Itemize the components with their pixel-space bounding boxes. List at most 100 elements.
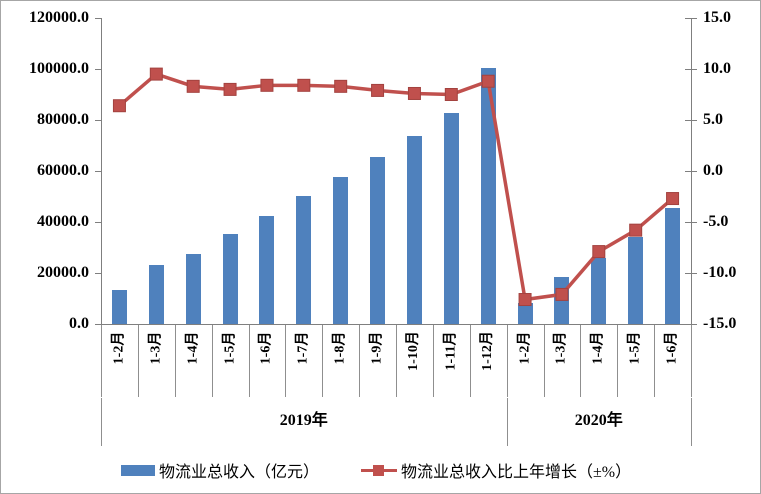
x-axis-category-label: 1-5月: [221, 331, 237, 364]
right-axis-tick: [685, 222, 697, 223]
category-separator: [506, 325, 508, 397]
legend-item-growth: 物流业总收入比上年增长（±%）: [361, 458, 631, 482]
bar: [665, 207, 681, 324]
left-axis-tick-label: 60000.0: [37, 162, 89, 179]
bar: [148, 264, 164, 324]
bar: [296, 195, 312, 324]
x-axis-category-label: 1-3月: [553, 331, 569, 364]
left-axis-tick: [95, 69, 101, 70]
x-axis-category-label: 1-4月: [590, 331, 606, 364]
category-separator: [432, 325, 434, 397]
bar: [111, 290, 127, 324]
x-axis-category-label: 1-7月: [295, 331, 311, 364]
bar: [443, 113, 459, 324]
bar: [185, 254, 201, 324]
bar: [591, 258, 607, 324]
legend-item-revenue: 物流业总收入（亿元）: [121, 458, 319, 482]
right-axis-tick: [685, 273, 697, 274]
category-separator: [359, 325, 361, 397]
line-marker: [223, 82, 237, 96]
category-separator: [396, 325, 397, 397]
left-axis-tick: [95, 273, 101, 274]
x-axis-category-label: 1-8月: [332, 331, 348, 364]
right-axis-tick-label: 15.0: [703, 9, 731, 26]
category-separator: [285, 325, 287, 397]
x-axis-category-label: 1-10月: [406, 331, 422, 371]
line-marker: [112, 99, 126, 113]
legend: 物流业总收入（亿元） 物流业总收入比上年增长（±%）: [121, 458, 631, 482]
x-axis-category-label: 1-6月: [664, 331, 680, 364]
left-axis-tick-label: 0.0: [69, 315, 89, 332]
category-separator: [654, 325, 656, 397]
category-separator: [101, 325, 102, 397]
bar: [222, 234, 238, 324]
x-axis-category-label: 1-11月: [443, 331, 459, 370]
legend-growth-label: 物流业总收入比上年增长（±%）: [401, 464, 632, 481]
left-axis-spine: [101, 18, 102, 324]
category-separator: [543, 325, 545, 397]
left-axis-tick-label: 40000.0: [37, 213, 89, 230]
x-axis-line: [101, 324, 691, 325]
category-separator: [580, 325, 582, 397]
x-axis-category-label: 1-9月: [369, 331, 385, 364]
category-separator: [322, 325, 324, 397]
right-axis-tick-label: 0.0: [703, 162, 723, 179]
growth-line: [118, 72, 674, 302]
left-axis-tick-label: 80000.0: [37, 111, 89, 128]
year-band-separator: [506, 398, 508, 446]
x-axis-category-label: 1-6月: [258, 331, 274, 364]
category-separator: [248, 325, 250, 397]
right-axis-tick: [685, 171, 697, 172]
x-axis-category-label: 1-5月: [627, 331, 643, 364]
right-axis-tick-label: -10.0: [703, 264, 737, 281]
left-axis-tick: [95, 171, 101, 172]
legend-bar-swatch-icon: [121, 464, 155, 476]
line-marker: [666, 192, 680, 206]
legend-revenue-label: 物流业总收入（亿元）: [159, 464, 320, 481]
bar: [259, 215, 275, 324]
line-marker: [297, 78, 311, 92]
line-marker: [407, 86, 421, 100]
line-marker: [149, 67, 163, 81]
x-axis-category-label: 1-4月: [185, 331, 201, 364]
x-axis-category-label: 1-2月: [516, 331, 532, 364]
left-axis-tick: [95, 324, 101, 325]
x-axis-category-label: 1-12月: [480, 331, 496, 371]
line-marker: [444, 88, 458, 101]
left-axis-tick-label: 20000.0: [37, 264, 89, 281]
left-axis-tick-label: 100000.0: [29, 60, 89, 77]
bar: [517, 303, 533, 324]
category-separator: [137, 325, 139, 397]
legend-marker-part: [373, 464, 385, 476]
category-separator: [211, 325, 213, 397]
category-separator: [174, 325, 176, 397]
right-axis-tick: [685, 120, 697, 121]
line-marker: [186, 79, 200, 93]
year-band-separator: [101, 398, 102, 446]
x-axis-category-label: 1-2月: [111, 331, 127, 364]
x-axis-year-label: 2019年: [279, 412, 328, 429]
bar: [480, 67, 496, 324]
category-separator: [617, 325, 619, 397]
line-marker: [629, 223, 643, 237]
right-axis-tick: [685, 18, 697, 19]
legend-line-swatch-icon: [361, 464, 398, 477]
line-marker: [334, 79, 348, 93]
year-band-separator: [691, 398, 692, 446]
right-axis-tick: [685, 69, 697, 70]
line-marker: [371, 83, 385, 97]
right-axis-tick-label: 10.0: [703, 60, 731, 77]
x-axis-year-label: 2020年: [574, 412, 623, 429]
category-separator: [469, 325, 471, 397]
left-axis-tick: [95, 120, 101, 121]
bar: [370, 156, 386, 324]
line-marker: [592, 245, 606, 259]
bar: [628, 237, 644, 324]
left-axis-tick: [95, 222, 101, 223]
right-axis-tick-label: 5.0: [703, 111, 723, 128]
left-axis-tick-label: 120000.0: [29, 9, 89, 26]
bar: [333, 176, 349, 324]
left-axis-tick: [95, 18, 101, 19]
right-axis-tick: [685, 324, 697, 325]
